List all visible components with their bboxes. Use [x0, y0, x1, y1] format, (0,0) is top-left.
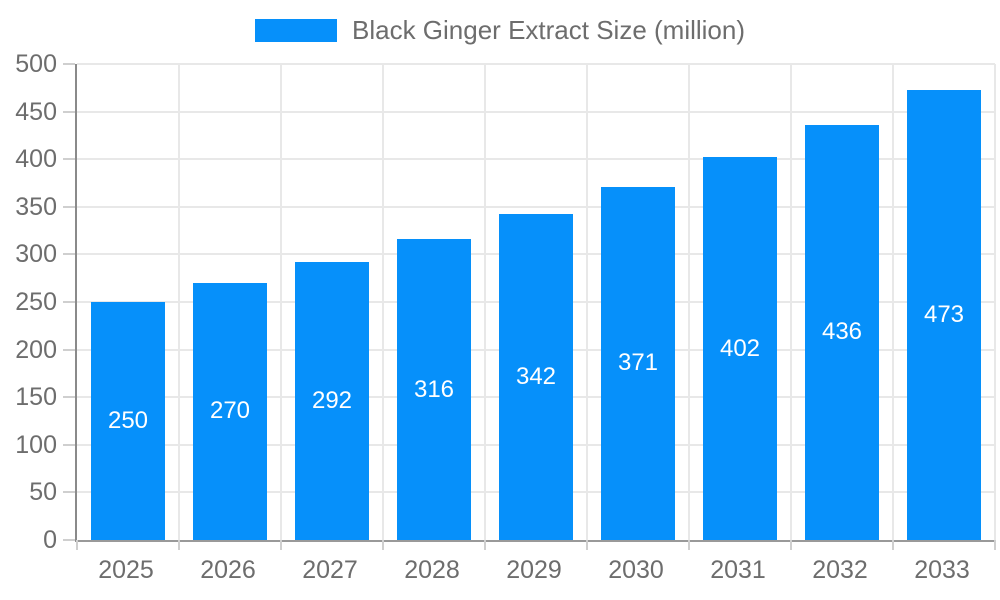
bar-value-label: 316 [413, 375, 455, 403]
bar-slot: 402 [689, 64, 791, 540]
bar-value-label: 292 [311, 387, 353, 415]
x-gridline [279, 64, 282, 540]
y-axis-tick [63, 396, 75, 399]
x-axis-category-label: 2033 [914, 556, 970, 584]
y-axis-tick-label: 0 [43, 526, 57, 554]
bar-slot: 316 [383, 64, 485, 540]
bar-slot: 250 [77, 64, 179, 540]
x-axis-tick [994, 540, 996, 550]
bar-value-label: 436 [821, 318, 863, 346]
bar-slot: 342 [485, 64, 587, 540]
y-gridline [77, 158, 995, 161]
y-axis-tick-label: 300 [15, 240, 57, 269]
y-axis-tick-label: 200 [15, 335, 57, 364]
bar-2026[interactable]: 270 [193, 282, 267, 540]
y-gridline [77, 63, 995, 65]
x-gridline [483, 64, 486, 540]
bar-2032[interactable]: 436 [805, 124, 879, 540]
y-axis-tick-label: 250 [15, 288, 57, 316]
x-axis-category-label: 2030 [608, 556, 664, 584]
legend-swatch-icon [255, 18, 337, 42]
y-axis-tick [63, 158, 75, 161]
bar-value-label: 371 [617, 349, 659, 377]
bar-2027[interactable]: 292 [295, 262, 369, 540]
y-axis-tick-label: 150 [15, 383, 57, 412]
x-axis-tick [483, 540, 486, 550]
bar-2030[interactable]: 371 [601, 186, 675, 540]
bar-2025[interactable]: 250 [91, 302, 165, 540]
y-axis-tick [63, 110, 75, 113]
y-axis-tick-label: 350 [15, 192, 57, 221]
y-axis-tick [63, 443, 75, 446]
y-axis-tick [63, 63, 75, 65]
y-gridline [77, 205, 995, 208]
x-gridline [177, 64, 180, 540]
x-axis-tick [687, 540, 690, 550]
x-gridline [687, 64, 690, 540]
x-axis-category-label: 2031 [710, 556, 766, 584]
y-axis-tick [63, 491, 75, 494]
plot-area: 250 270 292 316 342 371 402 436 473 [63, 63, 996, 550]
x-axis-tick [381, 540, 384, 550]
y-axis-tick-label: 500 [15, 50, 57, 78]
y-axis-tick-label: 100 [15, 430, 57, 459]
x-axis-category-label: 2027 [302, 556, 358, 584]
y-axis-tick [63, 539, 75, 541]
x-gridline [586, 64, 588, 540]
x-axis-tick [586, 540, 588, 550]
bar-value-label: 402 [719, 334, 761, 362]
bar-slot: 473 [893, 64, 995, 540]
y-gridline [77, 110, 995, 113]
y-axis-tick-label: 50 [29, 478, 57, 507]
x-axis-category-label: 2025 [98, 556, 154, 584]
y-axis-tick [63, 253, 75, 256]
bar-slot: 371 [587, 64, 689, 540]
y-axis-tick [63, 205, 75, 208]
x-axis-tick [177, 540, 180, 550]
y-axis-tick-label: 450 [15, 97, 57, 126]
y-axis-tick-label: 400 [15, 145, 57, 174]
bars: 250 270 292 316 342 371 402 436 473 [77, 64, 995, 540]
bar-value-label: 250 [107, 407, 149, 434]
y-axis-tick [63, 301, 75, 303]
legend-item[interactable]: Black Ginger Extract Size (million) [0, 16, 1000, 45]
x-gridline [381, 64, 384, 540]
bar-slot: 292 [281, 64, 383, 540]
bar-value-label: 270 [209, 397, 251, 425]
bar-value-label: 342 [515, 363, 557, 391]
x-axis-tick [279, 540, 282, 550]
bar-slot: 436 [791, 64, 893, 540]
x-axis-labels: 2025 2026 2027 2028 2029 2030 2031 2032 2033 [75, 556, 993, 585]
x-axis-category-label: 2026 [200, 556, 256, 584]
x-axis-category-label: 2029 [506, 556, 562, 584]
bar-2033[interactable]: 473 [907, 89, 981, 540]
x-axis-tick [790, 540, 792, 550]
bar-2031[interactable]: 402 [703, 157, 777, 540]
x-axis-category-label: 2032 [812, 556, 868, 584]
y-axis-labels: 0 50 100 150 200 250 300 350 400 450 500 [0, 50, 57, 554]
bar-2028[interactable]: 316 [397, 239, 471, 540]
x-axis-category-label: 2028 [404, 556, 460, 584]
x-gridline [790, 64, 792, 540]
bar-slot: 270 [179, 64, 281, 540]
legend-label: Black Ginger Extract Size (million) [352, 15, 745, 45]
y-axis-tick [63, 348, 75, 351]
bar-2029[interactable]: 342 [499, 214, 573, 540]
bar-value-label: 473 [923, 300, 965, 328]
x-axis-tick [76, 540, 78, 550]
x-gridline [994, 64, 996, 540]
x-gridline [891, 64, 894, 540]
x-axis-tick [891, 540, 894, 550]
